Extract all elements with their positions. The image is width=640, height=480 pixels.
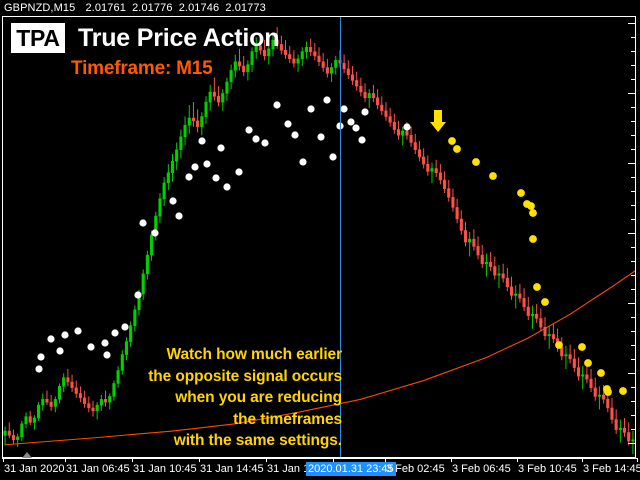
ohlc-open: 2.01761 [85, 2, 126, 14]
time-label: 31 Jan 14:45 [200, 463, 264, 475]
sell-arrow-marker [430, 110, 446, 132]
time-label: 31 Jan 06:45 [66, 463, 130, 475]
time-tick [582, 458, 583, 462]
annotation-text-block: Watch how much earlier the opposite sign… [148, 344, 342, 452]
ohlc-close: 2.01773 [225, 2, 266, 14]
time-tick [333, 458, 334, 462]
time-axis[interactable]: 31 Jan 2020 31 Jan 06:45 31 Jan 10:45 31 Ja… [0, 452, 640, 480]
time-label: 31 Jan 10:45 [133, 463, 197, 475]
time-tick [3, 458, 4, 462]
time-label: 31 Jan 2020 [4, 463, 65, 475]
annotation-line-1: Watch how much earlier [166, 346, 342, 363]
branding-row: TPA True Price Action [11, 23, 279, 53]
time-tick [637, 458, 638, 462]
time-tick [451, 458, 452, 462]
ohlc-high: 2.01776 [132, 2, 173, 14]
time-tick [65, 458, 66, 462]
buy-signal-dots [35, 96, 411, 373]
annotation-line-3: when you are reducing [175, 389, 342, 406]
sell-signal-dots [448, 137, 627, 396]
price-scale[interactable] [626, 17, 635, 457]
chart-frame[interactable]: TPA True Price Action Timeframe: M15 Wat… [2, 16, 636, 458]
time-label: 3 Feb 10:45 [518, 463, 577, 475]
time-label: 31 Jan 18 [267, 463, 316, 475]
ohlc-values: 2.01761 2.01776 2.01746 2.01773 [78, 2, 268, 14]
ohlc-low: 2.01746 [178, 2, 220, 14]
cursor-vertical-line [340, 17, 341, 457]
time-axis-line [2, 458, 638, 459]
time-tick [517, 458, 518, 462]
annotation-line-5: with the same settings. [173, 432, 342, 449]
annotation-line-2: the opposite signal occurs [148, 367, 342, 385]
time-label: 3 Feb 06:45 [452, 463, 511, 475]
candlestick-canvas [3, 27, 635, 455]
symbol-timeframe-label: GBPNZD,M15 [4, 2, 76, 14]
product-title: True Price Action [78, 24, 280, 52]
chart-plot-area[interactable]: TPA True Price Action Timeframe: M15 Wat… [3, 17, 635, 457]
time-tick [266, 458, 267, 462]
time-label: 3 Feb 02:45 [386, 463, 445, 475]
annotation-line-4: the timeframes [233, 410, 342, 428]
moving-average-line [5, 270, 635, 446]
time-tick [132, 458, 133, 462]
time-label: 3 Feb 14:45 [583, 463, 640, 475]
timeframe-caption: Timeframe: M15 [71, 58, 213, 79]
candle-series [3, 27, 635, 455]
quote-bar: GBPNZD,M15 2.01761 2.01776 2.01746 2.017… [0, 0, 640, 16]
time-label-selected: 2020.01.31 23:45 [306, 462, 396, 476]
time-tick [199, 458, 200, 462]
time-tick [385, 458, 386, 462]
tpa-logo: TPA [11, 23, 65, 53]
session-start-marker [22, 452, 32, 458]
